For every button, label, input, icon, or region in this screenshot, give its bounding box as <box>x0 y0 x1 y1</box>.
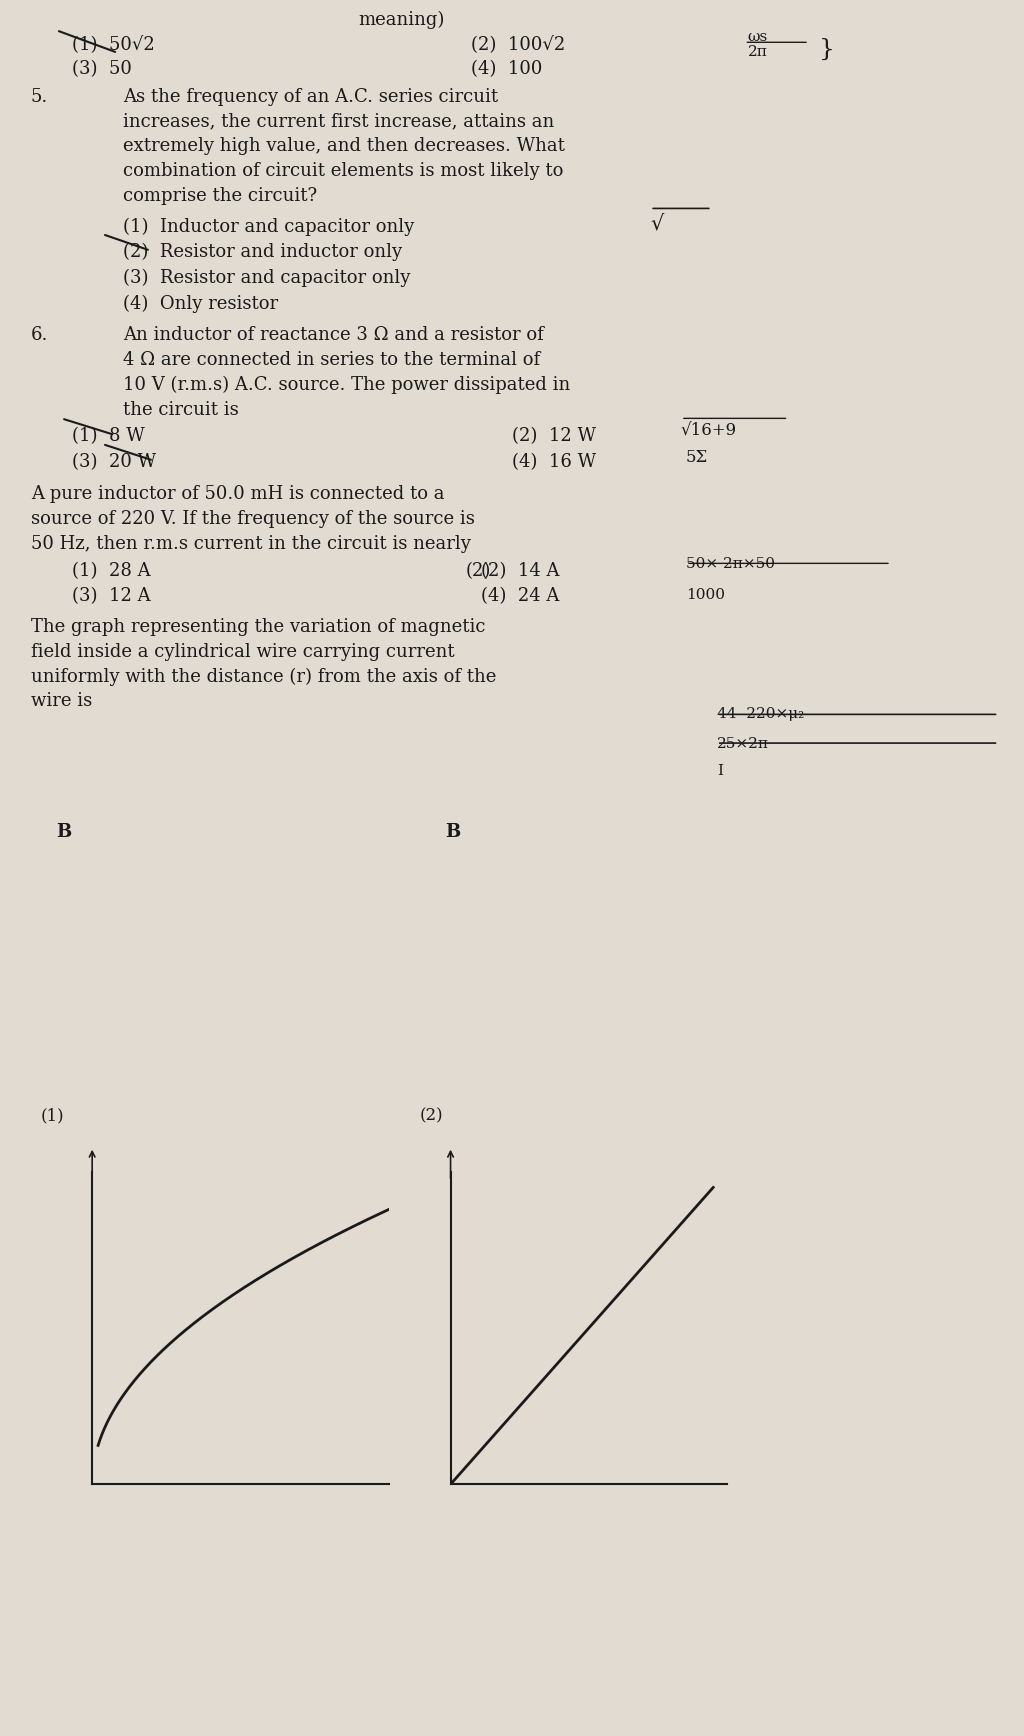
Text: An inductor of reactance 3 Ω and a resistor of: An inductor of reactance 3 Ω and a resis… <box>123 326 544 344</box>
Text: (1)  8 W: (1) 8 W <box>72 427 144 446</box>
Text: uniformly with the distance (r) from the axis of the: uniformly with the distance (r) from the… <box>31 668 496 686</box>
Text: The graph representing the variation of magnetic: The graph representing the variation of … <box>31 618 485 635</box>
Text: (2): (2) <box>420 1108 443 1125</box>
Text: (2)  12 W: (2) 12 W <box>512 427 596 446</box>
Text: √: √ <box>650 215 664 233</box>
Text: comprise the circuit?: comprise the circuit? <box>123 187 317 205</box>
Text: 6.: 6. <box>31 326 48 344</box>
Text: (4)  Only resistor: (4) Only resistor <box>123 295 278 312</box>
Text: As the frequency of an A.C. series circuit: As the frequency of an A.C. series circu… <box>123 87 498 106</box>
Text: ωs: ωs <box>748 30 768 43</box>
Text: 44  220×μ₂: 44 220×μ₂ <box>717 707 804 720</box>
Text: A pure inductor of 50.0 mH is connected to a: A pure inductor of 50.0 mH is connected … <box>31 484 444 503</box>
Text: 2π: 2π <box>748 45 767 59</box>
Text: (2)  14 A: (2) 14 A <box>481 562 560 580</box>
Text: (2)  Resistor and inductor only: (2) Resistor and inductor only <box>123 243 402 262</box>
Text: the circuit is: the circuit is <box>123 401 239 418</box>
Text: 50 Hz, then r.m.s current in the circuit is nearly: 50 Hz, then r.m.s current in the circuit… <box>31 535 471 552</box>
Text: field inside a cylindrical wire carrying current: field inside a cylindrical wire carrying… <box>31 642 455 661</box>
Text: (4)  100: (4) 100 <box>471 61 543 78</box>
Text: source of 220 V. If the frequency of the source is: source of 220 V. If the frequency of the… <box>31 510 474 528</box>
Text: 50× 2π×50: 50× 2π×50 <box>686 557 775 571</box>
Text: wire is: wire is <box>31 693 92 710</box>
Text: (2)  100√2: (2) 100√2 <box>471 36 565 54</box>
Text: (4)  24 A: (4) 24 A <box>481 587 560 606</box>
Text: }: } <box>819 38 836 61</box>
Text: (1)  Inductor and capacitor only: (1) Inductor and capacitor only <box>123 217 414 236</box>
Text: 4 Ω are connected in series to the terminal of: 4 Ω are connected in series to the termi… <box>123 351 540 370</box>
Text: (3)  50: (3) 50 <box>72 61 131 78</box>
Text: I: I <box>717 764 723 778</box>
Text: 25×2π: 25×2π <box>717 738 769 752</box>
Text: 1000: 1000 <box>686 587 725 601</box>
Text: 5.: 5. <box>31 87 48 106</box>
Text: meaning): meaning) <box>358 10 444 30</box>
Text: combination of circuit elements is most likely to: combination of circuit elements is most … <box>123 163 563 181</box>
Text: (4)  16 W: (4) 16 W <box>512 453 596 470</box>
Text: (1): (1) <box>41 1108 65 1125</box>
Text: 10 V (r.m.s) A.C. source. The power dissipated in: 10 V (r.m.s) A.C. source. The power diss… <box>123 377 570 394</box>
Text: (3)  12 A: (3) 12 A <box>72 587 151 606</box>
Text: 5Σ: 5Σ <box>686 448 709 465</box>
Text: (1)  50√2: (1) 50√2 <box>72 36 155 54</box>
Text: √16+9: √16+9 <box>681 424 737 439</box>
Text: B: B <box>445 823 461 842</box>
Text: B: B <box>56 823 72 842</box>
Text: (2): (2) <box>466 562 492 580</box>
Text: extremely high value, and then decreases. What: extremely high value, and then decreases… <box>123 137 565 156</box>
Text: (3)  20 W: (3) 20 W <box>72 453 156 470</box>
Text: (3)  Resistor and capacitor only: (3) Resistor and capacitor only <box>123 269 411 286</box>
Text: (1)  28 A: (1) 28 A <box>72 562 151 580</box>
Text: increases, the current first increase, attains an: increases, the current first increase, a… <box>123 113 554 130</box>
